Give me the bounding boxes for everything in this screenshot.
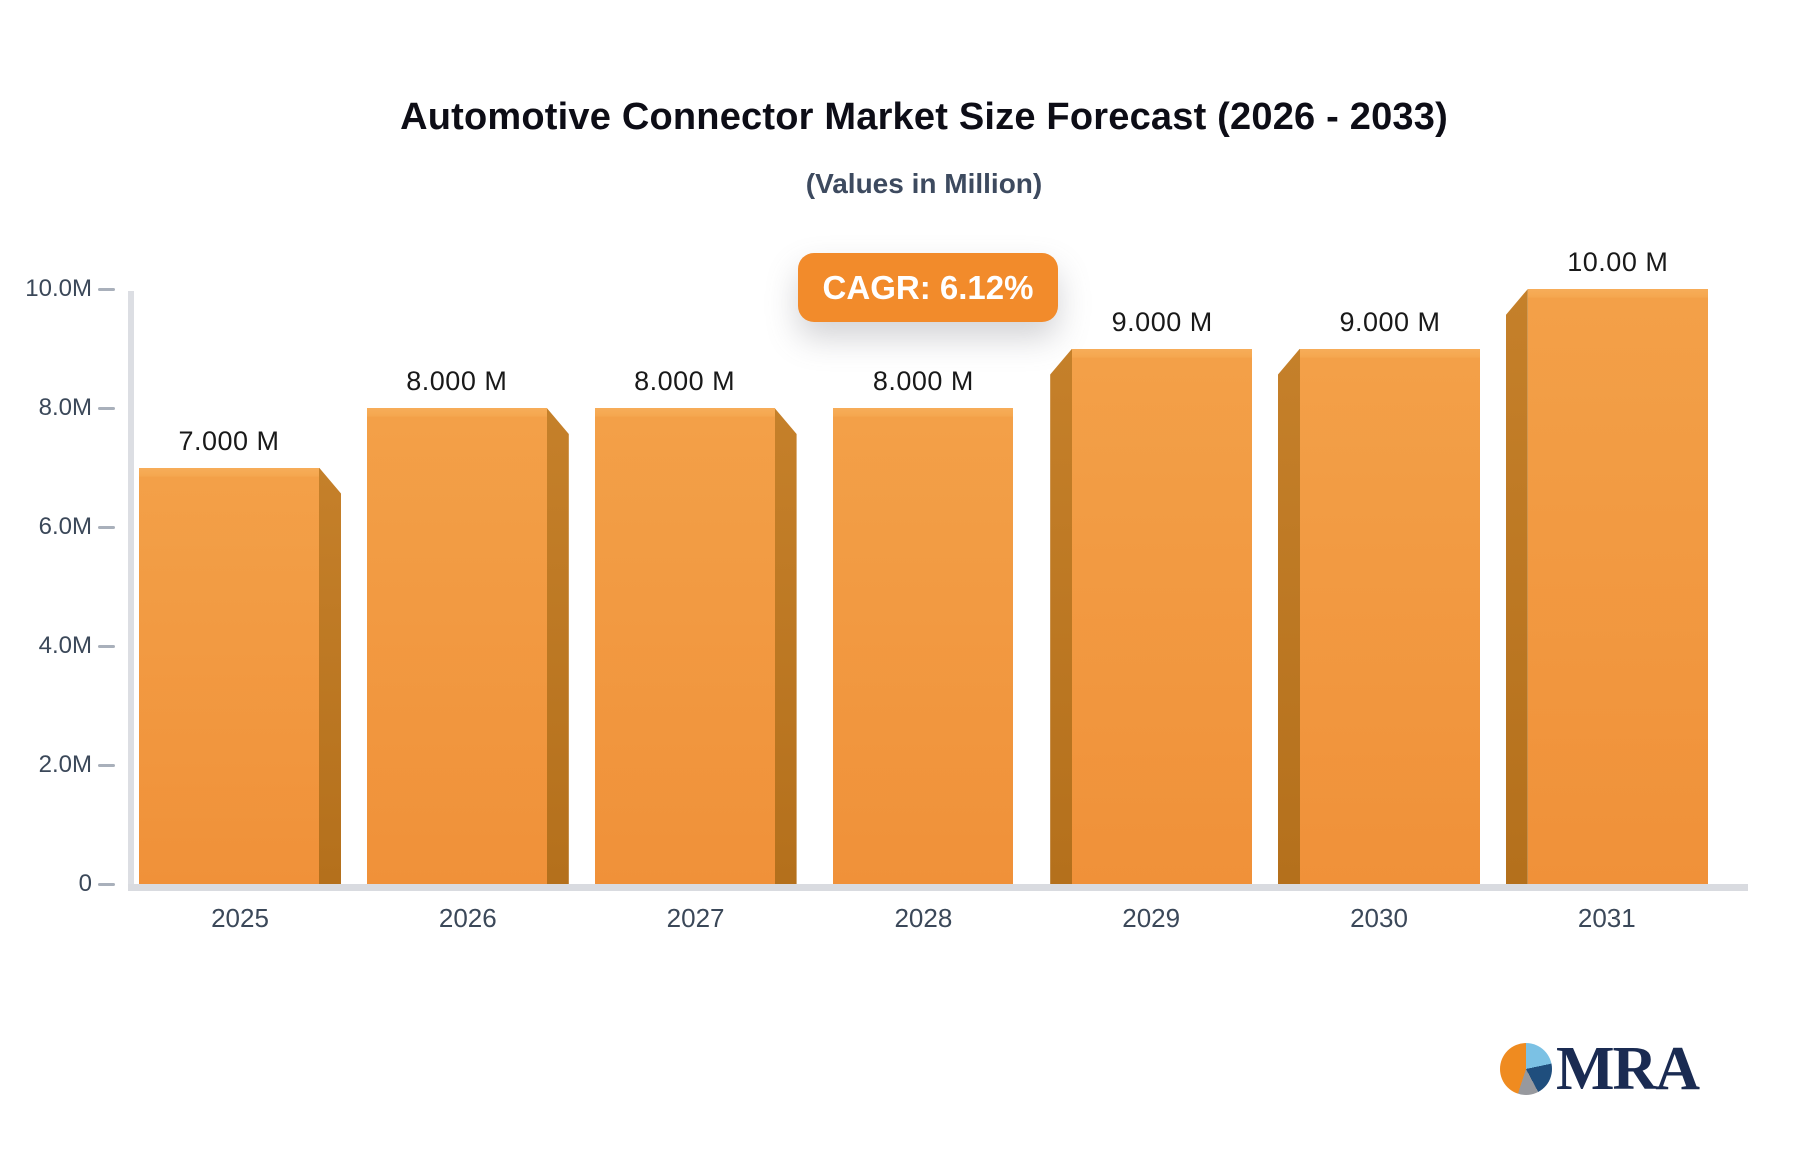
y-axis-label: 6.0M xyxy=(38,513,92,540)
bar-side-shadow xyxy=(1050,348,1073,884)
bar-2031[interactable] xyxy=(1505,289,1708,884)
y-axis-tick xyxy=(98,763,115,767)
bar-value-label: 10.00 M xyxy=(1567,247,1669,277)
chart-title: Automotive Connector Market Size Forecas… xyxy=(400,96,1448,138)
y-axis-tick xyxy=(98,525,115,529)
bar-value-label: 7.000 M xyxy=(178,425,280,456)
bar-value-label: 8.000 M xyxy=(406,366,508,396)
bar-value-label: 9.000 M xyxy=(1111,306,1213,337)
y-axis-line xyxy=(128,291,134,887)
brand-pie-icon xyxy=(1500,1043,1552,1095)
chart-subtitle: (Values in Million) xyxy=(805,168,1043,199)
bar-face xyxy=(594,408,775,884)
bar-side-shadow xyxy=(1505,289,1528,884)
bar-value-label: 8.000 M xyxy=(634,366,736,396)
bar-2027[interactable] xyxy=(594,408,797,884)
brand-logo-text: MRA xyxy=(1556,1035,1700,1103)
x-axis-label-2025: 2025 xyxy=(211,903,269,933)
bar-2026[interactable] xyxy=(366,408,569,884)
x-axis-label-2030: 2030 xyxy=(1350,903,1408,933)
bar-2028[interactable] xyxy=(822,408,1024,884)
cagr-badge: CAGR: 6.12% xyxy=(798,253,1058,322)
bar-face xyxy=(833,408,1014,884)
bar-side-shadow xyxy=(319,467,341,884)
y-axis-label: 8.0M xyxy=(38,394,92,421)
bar-side-shadow xyxy=(546,408,569,884)
brand-logo: MRA xyxy=(1500,1035,1700,1103)
bar-face xyxy=(1300,348,1480,884)
bar-value-label: 8.000 M xyxy=(872,366,974,396)
bar-side-shadow xyxy=(1278,348,1300,884)
y-axis-label: 4.0M xyxy=(38,632,92,659)
x-axis-label-2029: 2029 xyxy=(1122,903,1181,933)
y-axis-tick xyxy=(98,644,115,648)
bar-face xyxy=(1527,289,1708,884)
x-axis-label-2031: 2031 xyxy=(1577,903,1636,933)
bar-face xyxy=(366,408,547,884)
bar-2030[interactable] xyxy=(1278,348,1480,884)
y-axis-tick xyxy=(98,882,115,886)
bar-value-label: 9.000 M xyxy=(1339,306,1441,337)
bar-2029[interactable] xyxy=(1050,348,1253,884)
bar-face xyxy=(139,467,319,884)
x-axis-label-2027: 2027 xyxy=(666,903,725,933)
x-axis-label-2026: 2026 xyxy=(438,903,497,933)
bar-2025[interactable] xyxy=(139,467,341,884)
y-axis-label: 10.0M xyxy=(25,275,92,302)
bar-side-shadow xyxy=(774,408,797,884)
y-axis-tick xyxy=(98,287,115,291)
x-axis-line xyxy=(128,884,1748,891)
y-axis-tick xyxy=(98,406,115,410)
y-axis-label: 0 xyxy=(78,870,92,897)
x-axis-label-2028: 2028 xyxy=(894,903,953,933)
y-axis-label: 2.0M xyxy=(38,751,92,778)
bar-face xyxy=(1072,348,1253,884)
